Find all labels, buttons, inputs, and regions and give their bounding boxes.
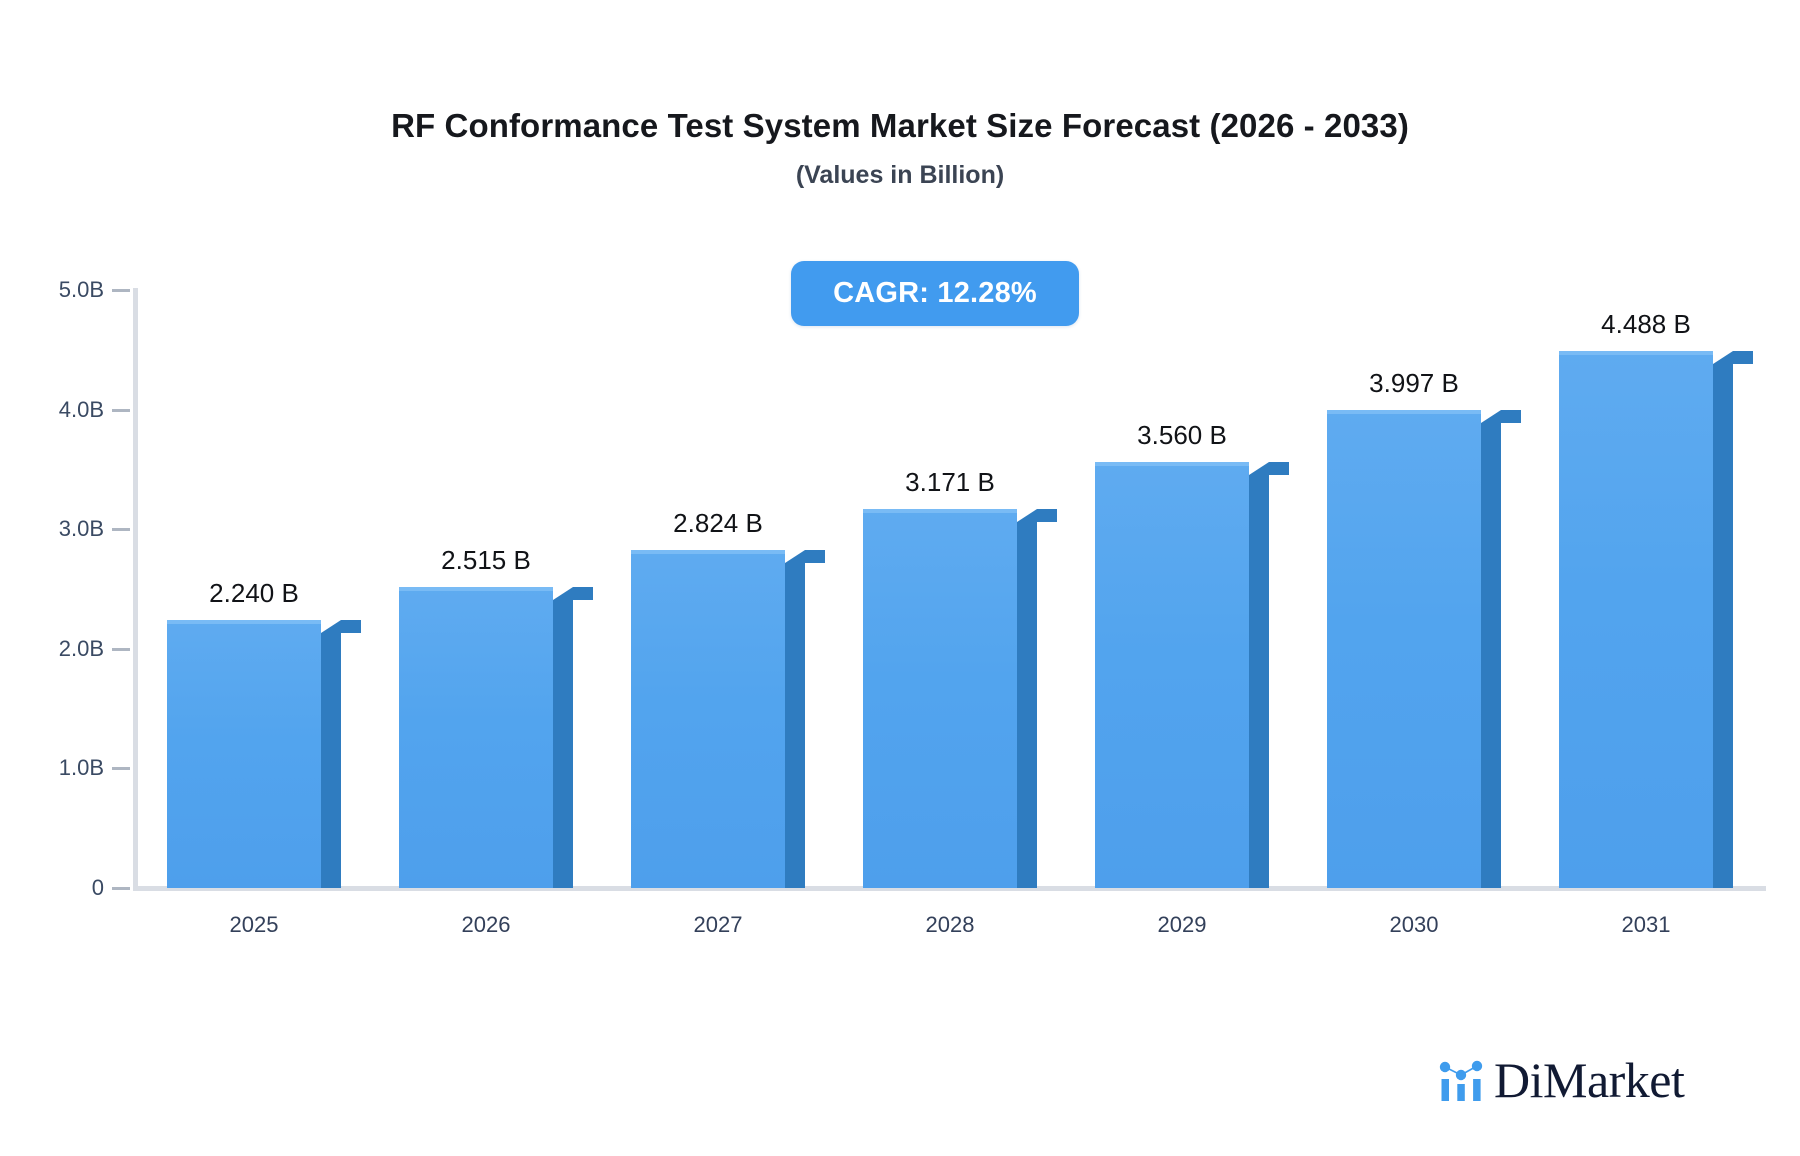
bar [631,550,825,888]
bar [167,620,361,888]
y-axis-tick-mark [112,408,130,412]
bar-front-face [863,509,1017,888]
bar-top-edge [1559,351,1713,355]
bar-value-label: 3.560 B [1137,420,1227,450]
bar-side-face [1017,522,1037,888]
bar-value-label: 4.488 B [1601,309,1691,339]
bar-side-bevel [1249,462,1289,475]
y-axis-tick-mark [112,528,130,532]
x-axis-tick-label: 2031 [1621,912,1671,937]
cagr-badge: CAGR: 12.28% [791,261,1079,326]
page-title: RF Conformance Test System Market Size F… [391,107,1409,144]
x-axis-line [133,886,1766,891]
bar-top-edge [1327,410,1481,414]
bar-value-label: 2.824 B [673,508,763,538]
bar [1559,351,1753,888]
x-axis-tick-label: 2027 [693,912,743,937]
x-axis-tick-label: 2029 [1157,912,1207,937]
y-axis-tick-label: 5.0B [58,277,104,302]
bar-side-face [1481,423,1501,888]
y-axis-tick-label: 3.0B [58,516,104,542]
bar [863,509,1057,888]
cagr-badge-label: CAGR: 12.28% [833,277,1037,309]
y-axis-tick-mark [112,767,130,771]
y-axis-tick-mark [112,647,130,651]
bar-side-face [321,633,341,888]
y-axis-tick-label: 2.0B [58,635,104,661]
bar-side-bevel [785,550,825,563]
logo-wordmark: DiMarket [1494,1052,1685,1108]
title-block: RF Conformance Test System Market Size F… [0,105,1800,191]
bar-chart-icon [1438,1058,1484,1102]
y-axis-tick-label: 1.0B [58,755,104,781]
bar-top-edge [167,620,321,624]
bar-value-label: 2.515 B [441,545,531,575]
bar-front-face [631,550,785,888]
bar-value-label: 3.171 B [905,467,995,497]
y-axis-tick-label: 0 [91,875,104,900]
bar-top-edge [399,587,553,591]
bar-side-bevel [553,587,593,600]
bar [1095,462,1289,888]
bar-top-edge [1095,462,1249,466]
x-axis-tick-label: 2025 [229,912,279,937]
bar-front-face [1327,410,1481,888]
bar-side-bevel [1481,410,1521,423]
bar-side-bevel [1017,509,1057,522]
bar [1327,410,1521,888]
x-axis-tick-label: 2030 [1389,912,1439,937]
bar-top-edge [631,550,785,554]
dimarket-logo: DiMarket [1438,1052,1685,1108]
bar [399,587,593,888]
y-axis-tick-mark [112,887,130,890]
bar-side-bevel [1713,351,1753,364]
y-axis-line [133,288,138,890]
bar-front-face [1559,351,1713,888]
bar-top-edge [863,509,1017,513]
bar-front-face [1095,462,1249,888]
y-axis-tick-label: 4.0B [58,396,104,422]
x-axis-tick-label: 2028 [925,912,975,937]
bar-side-face [1713,364,1733,888]
bar-value-label: 3.997 B [1369,368,1459,398]
bar-value-label: 2.240 B [209,578,299,608]
bar-side-bevel [321,620,361,633]
x-axis-tick-label: 2026 [461,912,511,937]
bar-side-face [785,563,805,888]
y-axis-tick-mark [112,289,130,292]
bar-front-face [167,620,321,888]
chart-subtitle: (Values in Billion) [795,161,1005,189]
bar-front-face [399,587,553,888]
bar-side-face [1249,475,1269,888]
bar-side-face [553,600,573,888]
